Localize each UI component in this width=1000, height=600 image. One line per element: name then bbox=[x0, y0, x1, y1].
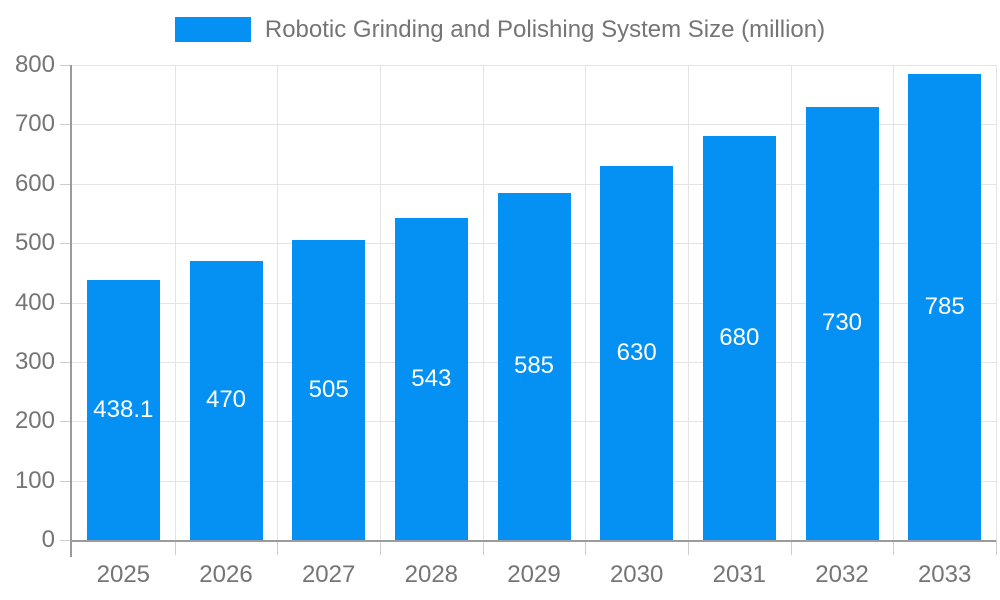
legend-swatch-icon bbox=[174, 17, 251, 42]
bar bbox=[908, 73, 982, 540]
bar bbox=[189, 260, 263, 540]
x-grid-line bbox=[482, 65, 484, 540]
y-tick-label: 100 bbox=[14, 466, 55, 494]
bar-value-label: 470 bbox=[205, 386, 247, 414]
bar bbox=[86, 279, 160, 540]
x-tick bbox=[482, 540, 484, 555]
legend-label: Robotic Grinding and Polishing System Si… bbox=[264, 15, 826, 43]
x-tick bbox=[790, 540, 792, 555]
y-grid-line bbox=[72, 124, 996, 126]
y-tick bbox=[60, 243, 72, 245]
y-tick bbox=[60, 65, 72, 66]
x-tick bbox=[380, 540, 381, 555]
bar-value-label: 680 bbox=[719, 324, 760, 352]
x-tick bbox=[174, 540, 176, 555]
x-tick-label: 2030 bbox=[609, 561, 664, 588]
x-tick-label: 2026 bbox=[199, 561, 253, 588]
bar-value-label: 585 bbox=[513, 352, 555, 380]
bar-value-label: 630 bbox=[616, 338, 657, 366]
y-tick bbox=[60, 361, 72, 363]
bar-value-label: 785 bbox=[924, 292, 965, 320]
x-grid-line bbox=[893, 65, 895, 540]
x-tick bbox=[277, 540, 279, 555]
x-tick bbox=[688, 540, 689, 555]
x-grid-line bbox=[380, 65, 381, 540]
x-tick-label: 2028 bbox=[404, 561, 459, 588]
bar-value-label: 543 bbox=[411, 364, 452, 392]
bar bbox=[702, 136, 776, 540]
legend: Robotic Grinding and Polishing System Si… bbox=[0, 17, 1000, 42]
bar bbox=[394, 217, 468, 540]
y-tick-label: 500 bbox=[14, 229, 55, 257]
x-grid-line bbox=[174, 65, 176, 540]
bar bbox=[292, 240, 366, 540]
x-tick bbox=[585, 540, 587, 555]
x-tick-label: 2032 bbox=[815, 561, 869, 588]
bar-value-label: 730 bbox=[821, 309, 863, 337]
x-tick-label: 2033 bbox=[917, 561, 972, 588]
bar-value-label: 505 bbox=[308, 376, 349, 404]
y-tick-label: 200 bbox=[14, 407, 55, 435]
y-tick-label: 800 bbox=[14, 51, 55, 78]
x-grid-line bbox=[277, 65, 279, 540]
y-tick bbox=[60, 183, 72, 185]
y-tick-label: 0 bbox=[41, 526, 55, 553]
x-tick bbox=[996, 540, 997, 555]
x-grid-line bbox=[585, 65, 587, 540]
x-grid-line bbox=[996, 65, 997, 540]
x-tick bbox=[893, 540, 895, 555]
x-grid-line bbox=[790, 65, 792, 540]
y-tick bbox=[60, 124, 72, 126]
x-tick-label: 2025 bbox=[96, 561, 151, 588]
y-grid-line bbox=[72, 65, 996, 66]
y-tick-label: 600 bbox=[14, 169, 55, 197]
x-tick-label: 2029 bbox=[507, 561, 561, 588]
y-grid-line bbox=[72, 183, 996, 185]
bar bbox=[600, 165, 674, 540]
x-tick-label: 2031 bbox=[712, 561, 767, 588]
x-grid-line bbox=[688, 65, 689, 540]
y-tick-label: 400 bbox=[14, 288, 55, 316]
x-tick-label: 2027 bbox=[301, 561, 356, 588]
y-tick bbox=[60, 302, 72, 304]
bar-value-label: 438.1 bbox=[93, 395, 154, 423]
bar bbox=[497, 192, 571, 540]
y-tick-label: 300 bbox=[14, 347, 55, 375]
y-tick bbox=[60, 421, 72, 423]
y-tick bbox=[60, 480, 72, 482]
y-tick-label: 700 bbox=[14, 110, 55, 138]
y-axis-line bbox=[70, 65, 72, 557]
bar bbox=[805, 106, 879, 540]
y-tick bbox=[60, 540, 72, 541]
x-axis-line bbox=[72, 540, 996, 542]
